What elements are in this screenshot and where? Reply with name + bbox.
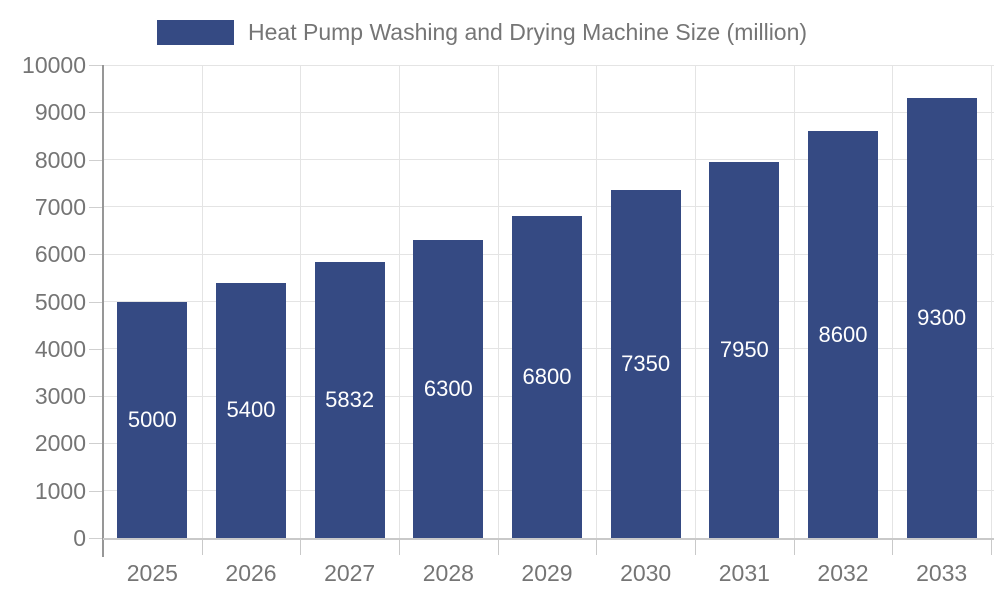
bar-value-label: 6300 [423, 376, 473, 401]
gridline-h [103, 206, 994, 208]
x-tick-label: 2031 [718, 560, 770, 586]
x-tick [300, 538, 302, 555]
legend-item[interactable]: Heat Pump Washing and Drying Machine Siz… [157, 20, 807, 45]
bar-value-label: 9300 [917, 305, 967, 331]
x-tick-label: 2030 [620, 560, 672, 586]
gridline-h [103, 111, 994, 113]
bar-value-label: 7950 [719, 336, 769, 362]
y-tick-label: 1000 [34, 477, 86, 504]
x-tick [793, 538, 795, 555]
x-tick-label: 2026 [225, 560, 277, 586]
x-tick-label: 2028 [422, 560, 474, 586]
gridline-h [103, 159, 994, 161]
x-tick [596, 538, 598, 555]
bar-value-label: 6800 [522, 364, 572, 390]
gridline-v [497, 65, 499, 538]
y-tick [89, 254, 103, 256]
x-tick-label: 2029 [521, 560, 573, 586]
x-tick-label: 2025 [126, 560, 178, 586]
bar [314, 262, 385, 538]
x-tick [201, 538, 203, 555]
y-tick-label: 0 [73, 525, 86, 551]
y-tick [89, 159, 103, 161]
bar [906, 98, 977, 538]
gridline-v [300, 65, 302, 538]
bar-value-label: 5832 [325, 387, 375, 413]
y-tick-label: 9000 [34, 99, 86, 126]
y-tick-label: 5000 [34, 288, 86, 315]
y-tick [89, 301, 103, 303]
gridline-v [793, 65, 795, 538]
x-tick-label: 2032 [817, 560, 869, 586]
legend-label: Heat Pump Washing and Drying Machine Siz… [248, 19, 808, 45]
y-tick-label: 4000 [34, 335, 86, 362]
gridline-v [399, 65, 400, 538]
bar [413, 240, 484, 538]
y-tick [89, 65, 103, 66]
x-tick [497, 538, 499, 555]
bar-value-label: 7350 [621, 351, 671, 377]
legend-swatch [157, 20, 234, 45]
y-tick-label: 8000 [34, 146, 86, 173]
y-tick [89, 348, 103, 350]
y-tick-label: 3000 [34, 383, 86, 410]
gridline-v [201, 65, 203, 538]
x-tick [695, 538, 696, 555]
bar-value-label: 5400 [226, 397, 276, 423]
x-axis-line [103, 538, 994, 540]
gridline-v [991, 65, 992, 538]
bar-value-label: 8600 [818, 321, 868, 347]
y-tick [89, 396, 103, 398]
x-tick [399, 538, 400, 555]
bar [610, 190, 681, 538]
bar [512, 216, 582, 538]
x-tick-label: 2027 [324, 560, 376, 586]
y-tick [89, 206, 103, 208]
bar [808, 131, 878, 538]
x-tick-label: 2033 [916, 560, 968, 586]
y-tick [89, 490, 103, 492]
gridline-v [596, 65, 598, 538]
y-tick [89, 112, 103, 114]
bar [709, 161, 780, 538]
gridline-h [103, 64, 994, 66]
y-tick-label: 2000 [34, 430, 86, 457]
gridline-v [892, 65, 894, 538]
y-tick-label: 6000 [34, 241, 86, 268]
y-tick [89, 538, 103, 539]
gridline-v [695, 65, 696, 538]
x-tick [991, 538, 992, 555]
bar-value-label: 5000 [127, 406, 177, 432]
y-axis-line [102, 65, 104, 557]
x-tick [892, 538, 894, 555]
bar [117, 301, 188, 538]
bar [216, 282, 286, 538]
y-tick-label: 7000 [34, 193, 86, 220]
y-tick-label: 10000 [22, 52, 86, 78]
y-tick [89, 443, 103, 445]
